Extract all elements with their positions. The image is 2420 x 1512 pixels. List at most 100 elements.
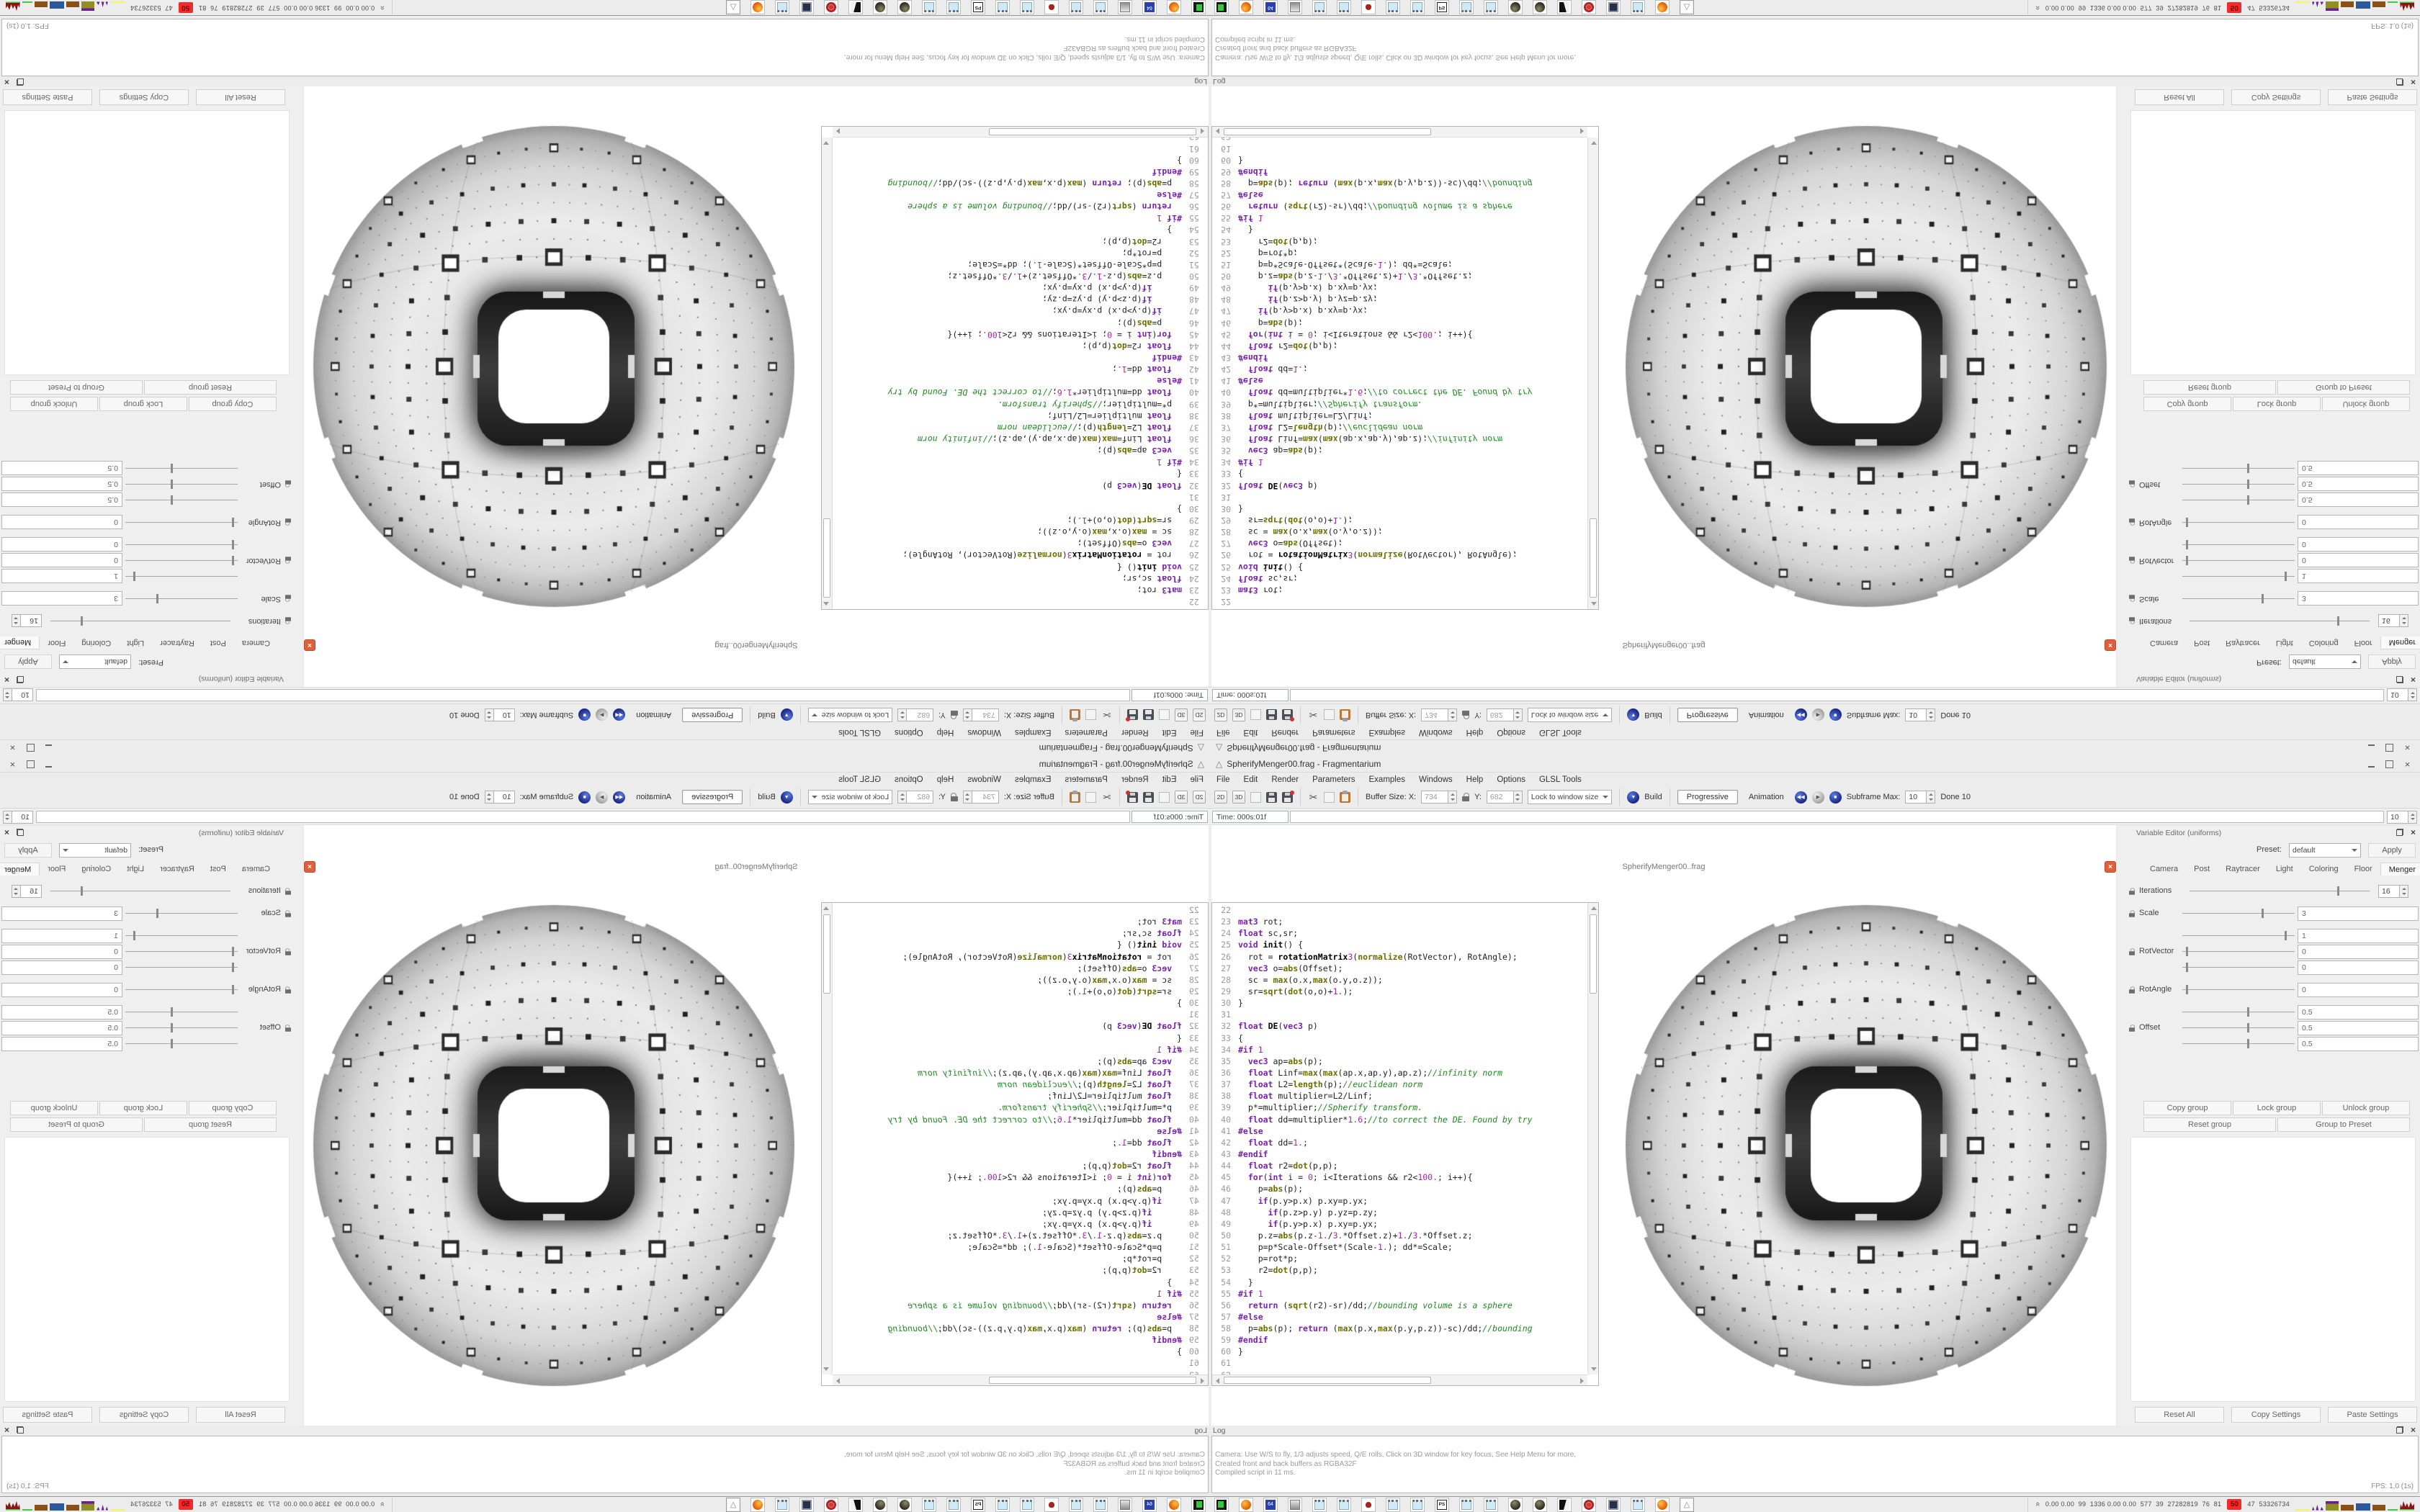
close-panel-icon[interactable]: × xyxy=(2410,1425,2416,1435)
notepad-icon[interactable] xyxy=(922,1497,936,1512)
firefox-icon[interactable] xyxy=(750,0,765,15)
reset-all-button[interactable]: Reset All xyxy=(2135,89,2224,105)
menu-item-glsl-tools[interactable]: GLSL Tools xyxy=(838,775,882,784)
lock-icon[interactable] xyxy=(2129,518,2135,526)
aspect-lock-icon[interactable] xyxy=(951,793,958,801)
preset-dropdown[interactable]: default xyxy=(59,843,131,858)
notepad-icon[interactable] xyxy=(1410,0,1425,15)
render-preview-canvas[interactable] xyxy=(304,114,810,618)
paste-settings-button[interactable]: Paste Settings xyxy=(3,1407,92,1423)
lock-icon[interactable] xyxy=(285,986,291,994)
subframe-max-spinbox[interactable]: 10 xyxy=(484,708,515,721)
slider-handle[interactable] xyxy=(2247,1023,2250,1032)
time-slider[interactable] xyxy=(1290,811,2384,823)
buffer-y-spinbox[interactable]: 682 xyxy=(1486,791,1523,804)
editor-tab[interactable]: SpherifyMenger00..frag xyxy=(1622,641,1706,649)
copy-icon[interactable] xyxy=(1085,791,1096,803)
tab-camera[interactable]: Camera xyxy=(241,639,270,647)
terminal-icon[interactable] xyxy=(1214,1497,1229,1512)
menu-item-options[interactable]: Options xyxy=(1497,728,1525,737)
time-slider[interactable] xyxy=(36,689,1130,701)
unlock-group-button[interactable]: Unlock group xyxy=(10,397,98,411)
sphere-icon[interactable] xyxy=(873,0,887,15)
2d-view-button[interactable]: 2D xyxy=(1214,791,1227,804)
slider-handle[interactable] xyxy=(2185,540,2188,549)
buffer-mode-dropdown[interactable]: Lock to window size xyxy=(1527,790,1613,804)
slider-handle[interactable] xyxy=(2285,572,2287,581)
menu-item-edit[interactable]: Edit xyxy=(1162,728,1177,737)
log-output[interactable]: Camera: Use W/S to fly, 1/3 adjusts spee… xyxy=(1,19,1209,76)
slider-value-field[interactable]: 0.5 xyxy=(1,1021,122,1035)
notepad-icon[interactable] xyxy=(1069,0,1083,15)
slider-groove[interactable] xyxy=(2182,935,2295,936)
buffer-x-spinbox[interactable]: 734 xyxy=(962,708,999,721)
2d-view-button[interactable]: 2D xyxy=(1193,708,1206,721)
copy-group-button[interactable]: Copy group xyxy=(2143,397,2231,411)
slider-groove[interactable] xyxy=(125,989,238,990)
aspect-lock-icon[interactable] xyxy=(951,711,958,719)
paste-settings-button[interactable]: Paste Settings xyxy=(3,89,92,105)
slider-value-field[interactable]: 0 xyxy=(2298,945,2419,959)
red-emblem-icon[interactable] xyxy=(824,1497,838,1512)
slider-value-field[interactable]: 3 xyxy=(2298,591,2419,606)
menu-item-glsl-tools[interactable]: GLSL Tools xyxy=(838,728,882,737)
notepad-icon[interactable] xyxy=(1337,1497,1351,1512)
slider-value-field[interactable]: 0 xyxy=(2298,515,2419,529)
vertical-scrollbar[interactable] xyxy=(1587,138,1598,609)
lock-group-button[interactable]: Lock group xyxy=(99,1101,187,1115)
menu-item-examples[interactable]: Examples xyxy=(1014,775,1052,784)
hscroll-thumb[interactable] xyxy=(989,1377,1196,1384)
close-panel-icon[interactable]: × xyxy=(4,1425,10,1435)
copy-group-button[interactable]: Copy group xyxy=(2143,1101,2231,1115)
slider-groove[interactable] xyxy=(2182,468,2295,469)
subframe-max-spinbox[interactable]: 10 xyxy=(1905,708,1936,721)
save-icon[interactable] xyxy=(1266,709,1277,721)
close-panel-icon[interactable]: × xyxy=(4,675,10,685)
menu-item-glsl-tools[interactable]: GLSL Tools xyxy=(1538,775,1582,784)
time-max-spinbox[interactable]: 10 xyxy=(3,810,33,824)
printer-icon[interactable] xyxy=(1118,0,1132,15)
tab-coloring[interactable]: Coloring xyxy=(2308,865,2339,873)
lock-icon[interactable] xyxy=(2129,617,2135,624)
slider-groove[interactable] xyxy=(125,935,238,936)
maximize-button[interactable] xyxy=(2385,744,2393,752)
slider-value-field[interactable]: 0 xyxy=(1,945,122,959)
save-icon[interactable] xyxy=(1143,791,1154,803)
slider-groove[interactable] xyxy=(125,913,238,914)
build-button[interactable]: Build xyxy=(1644,793,1662,801)
tab-light[interactable]: Light xyxy=(2275,865,2293,873)
monitor-icon[interactable] xyxy=(799,0,814,15)
notepad-icon[interactable] xyxy=(995,0,1010,15)
menu-item-file[interactable]: File xyxy=(1216,775,1230,784)
minimize-button[interactable] xyxy=(45,760,53,768)
copy-group-button[interactable]: Copy group xyxy=(189,1101,277,1115)
red-emblem-icon[interactable] xyxy=(1582,1497,1596,1512)
slider-value-field[interactable]: 0 xyxy=(1,515,122,529)
tab-close-icon[interactable]: × xyxy=(2105,639,2116,651)
firefox-icon[interactable] xyxy=(1167,1497,1181,1512)
tab-menger[interactable]: Menger xyxy=(0,636,40,649)
close-panel-icon[interactable]: × xyxy=(4,827,10,837)
sphere-icon[interactable] xyxy=(1508,1497,1523,1512)
slider-value-field[interactable]: 1 xyxy=(2298,569,2419,583)
build-button[interactable]: Build xyxy=(758,793,776,801)
menu-item-edit[interactable]: Edit xyxy=(1243,775,1258,784)
tab-camera[interactable]: Camera xyxy=(2150,865,2179,873)
2d-view-button[interactable]: 2D xyxy=(1214,708,1227,721)
tab-light[interactable]: Light xyxy=(2275,639,2293,647)
slider-handle[interactable] xyxy=(2262,909,2264,918)
float-panel-icon[interactable] xyxy=(17,829,24,836)
int-spinbox[interactable]: 16 xyxy=(12,614,42,627)
group-to-preset-button[interactable]: Group to Preset xyxy=(2277,1117,2410,1132)
animation-toggle[interactable]: Animation xyxy=(636,793,672,801)
minimize-button[interactable] xyxy=(2367,744,2375,752)
3d-view-button[interactable]: 3D xyxy=(1232,708,1245,721)
slider-value-field[interactable]: 0.5 xyxy=(2298,492,2419,507)
spin-up-icon[interactable] xyxy=(14,888,19,891)
play-button[interactable]: ▶ xyxy=(1811,708,1824,721)
slider-handle[interactable] xyxy=(232,963,235,972)
buffer-x-spinbox[interactable]: 734 xyxy=(1421,708,1458,721)
floppy-save-icon[interactable]: 64 xyxy=(1142,0,1157,15)
reset-group-button[interactable]: Reset group xyxy=(2143,380,2276,395)
notepad-icon[interactable] xyxy=(1093,1497,1108,1512)
